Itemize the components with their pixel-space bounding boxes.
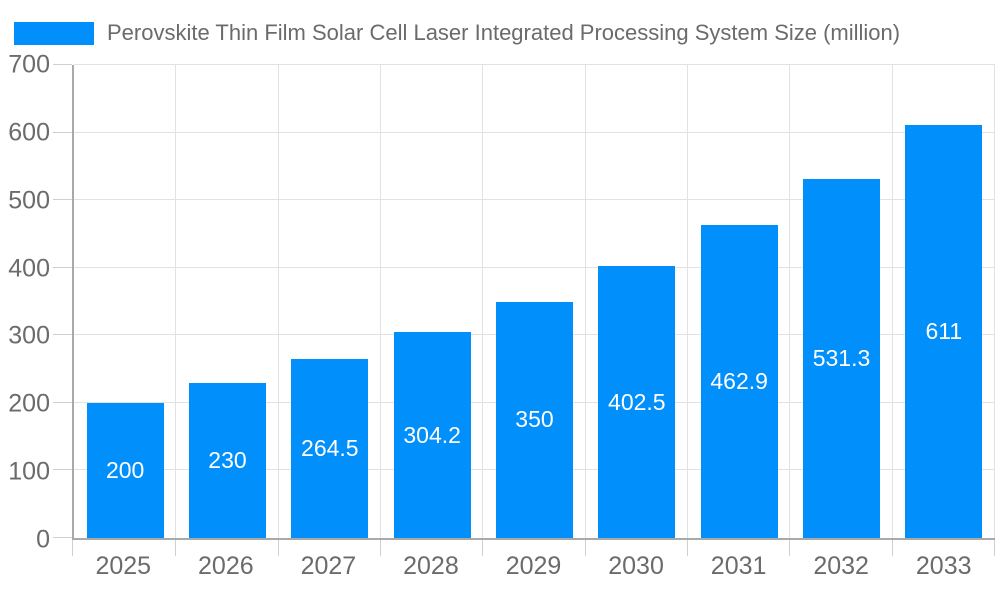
- gridline-vertical: [379, 65, 381, 538]
- x-tick-label-2026: 2026: [198, 552, 254, 580]
- bar-2030[interactable]: 402.5: [598, 266, 676, 538]
- bar-value-label: 264.5: [301, 435, 359, 462]
- x-tick-mark: [584, 540, 586, 556]
- legend-swatch: [14, 21, 94, 45]
- y-tick-label: 600: [8, 118, 50, 147]
- gridline-vertical: [482, 65, 484, 538]
- x-tick-mark: [379, 540, 381, 556]
- y-tick-mark: [53, 266, 72, 268]
- y-tick-label: 0: [36, 525, 50, 554]
- x-tick-mark: [994, 540, 995, 556]
- bar-2028[interactable]: 304.2: [393, 332, 471, 538]
- y-tick-mark: [53, 469, 72, 471]
- gridline-vertical: [789, 65, 791, 538]
- x-tick-mark: [277, 540, 279, 556]
- gridline-vertical: [686, 65, 688, 538]
- y-tick-mark: [53, 334, 72, 336]
- bar-value-label: 230: [208, 446, 247, 473]
- legend-label: Perovskite Thin Film Solar Cell Laser In…: [107, 20, 901, 45]
- gridline-horizontal: [74, 131, 995, 133]
- gridline-vertical: [584, 65, 586, 538]
- x-tick-label-2028: 2028: [403, 552, 459, 580]
- y-tick-mark: [53, 199, 72, 201]
- bar-value-label: 200: [105, 456, 145, 483]
- legend-item[interactable]: Perovskite Thin Film Solar Cell Laser In…: [14, 20, 900, 46]
- x-tick-label-2032: 2032: [813, 552, 869, 580]
- y-tick-label: 200: [8, 389, 50, 418]
- y-tick-mark: [53, 401, 72, 403]
- x-tick-mark: [175, 540, 177, 556]
- x-tick-mark: [789, 540, 791, 556]
- y-tick-mark: [53, 131, 72, 133]
- gridline-horizontal: [74, 266, 995, 268]
- x-tick-mark: [72, 540, 73, 556]
- y-tick-label: 400: [8, 254, 50, 283]
- y-tick-mark: [53, 64, 72, 65]
- x-tick-label-2033: 2033: [915, 552, 972, 580]
- bar-2025[interactable]: 200: [86, 402, 164, 538]
- bar-value-label: 611: [925, 318, 963, 345]
- y-tick-label: 700: [8, 50, 50, 79]
- bar-value-label: 402.5: [608, 388, 666, 415]
- gridline-vertical: [277, 65, 279, 538]
- bar-2026[interactable]: 230: [189, 382, 266, 538]
- gridline-horizontal: [74, 199, 995, 201]
- gridline-vertical: [891, 65, 893, 538]
- x-tick-mark: [482, 540, 484, 556]
- bar-2029[interactable]: 350: [496, 301, 573, 538]
- y-tick-mark: [53, 537, 72, 538]
- x-tick-label-2030: 2030: [608, 552, 664, 580]
- bar-2027[interactable]: 264.5: [291, 359, 369, 538]
- bar-value-label: 531.3: [812, 345, 871, 371]
- bar-value-label: 350: [515, 406, 554, 433]
- x-tick-label-2029: 2029: [505, 552, 562, 580]
- y-tick-label: 300: [8, 321, 50, 350]
- bar-2031[interactable]: 462.9: [700, 225, 778, 538]
- y-axis: 0 100 200 300 400 500 600 700: [0, 51, 50, 554]
- x-tick-label-2025: 2025: [95, 552, 152, 580]
- gridline-vertical: [994, 65, 995, 538]
- plot-area: 200 230 264.5 304.2 350 402.5 462.9 531.3 611: [53, 64, 995, 556]
- bar-value-label: 462.9: [710, 368, 768, 395]
- y-tick-label: 100: [8, 457, 50, 486]
- gridline-vertical: [175, 65, 177, 538]
- x-tick-mark: [686, 540, 688, 556]
- x-axis: 2025 2026 2027 2028 2029 2030 2031 2032 2033: [72, 552, 995, 592]
- bar-value-label: 304.2: [403, 421, 461, 448]
- x-tick-label-2027: 2027: [300, 552, 357, 580]
- gridline-horizontal: [74, 64, 995, 65]
- bar-2033[interactable]: 611: [905, 125, 983, 538]
- bar-2032[interactable]: 531.3: [803, 179, 880, 538]
- x-tick-mark: [891, 540, 893, 556]
- x-tick-label-2031: 2031: [710, 552, 767, 580]
- y-tick-label: 500: [8, 186, 50, 215]
